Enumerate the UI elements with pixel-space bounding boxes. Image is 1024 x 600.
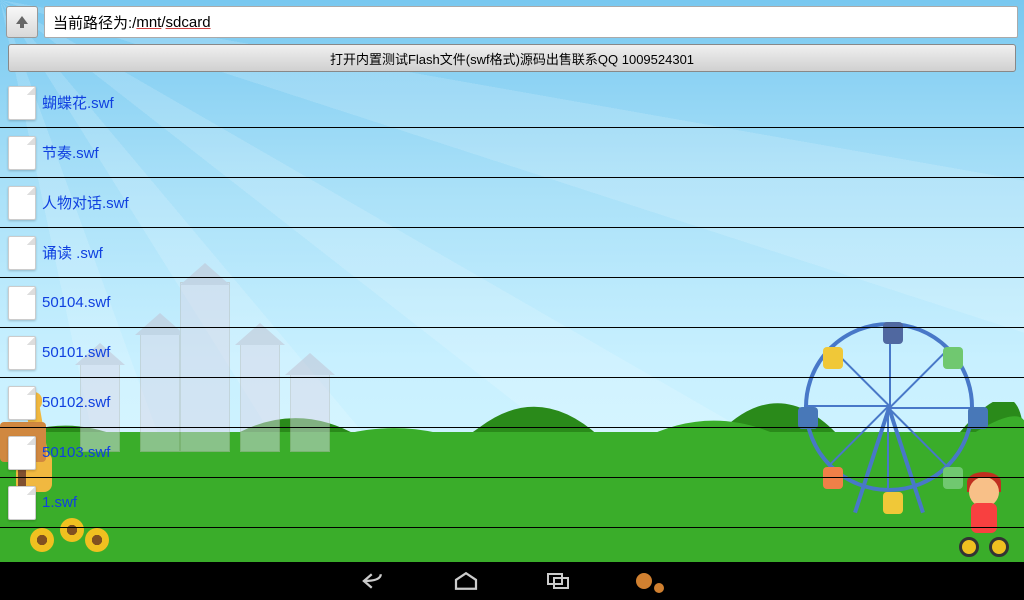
app-icon[interactable] — [634, 569, 666, 593]
file-icon — [8, 336, 36, 370]
top-bar: 当前路径为:/mnt/sdcard — [0, 0, 1024, 44]
list-item[interactable]: 节奏.swf — [0, 128, 1024, 178]
file-icon — [8, 386, 36, 420]
file-name: 节奏.swf — [42, 142, 99, 163]
android-nav-bar — [0, 562, 1024, 600]
path-prefix: 当前路径为:/ — [53, 12, 136, 33]
list-item[interactable]: 蝴蝶花.swf — [0, 78, 1024, 128]
file-name: 50101.swf — [42, 344, 110, 361]
file-name: 50104.swf — [42, 294, 110, 311]
list-item[interactable]: 诵读 .swf — [0, 228, 1024, 278]
recent-apps-button[interactable] — [542, 569, 574, 593]
path-seg1: mnt — [136, 14, 161, 31]
file-name: 蝴蝶花.swf — [42, 92, 114, 113]
up-button[interactable] — [6, 6, 38, 38]
file-icon — [8, 486, 36, 520]
open-test-button[interactable]: 打开内置测试Flash文件(swf格式)源码出售联系QQ 1009524301 — [8, 44, 1016, 72]
file-name: 1.swf — [42, 494, 77, 511]
list-item[interactable]: 50103.swf — [0, 428, 1024, 478]
list-item[interactable]: 50104.swf — [0, 278, 1024, 328]
path-seg2: sdcard — [166, 14, 211, 31]
back-button[interactable] — [358, 569, 390, 593]
action-bar: 打开内置测试Flash文件(swf格式)源码出售联系QQ 1009524301 — [8, 44, 1016, 72]
home-button[interactable] — [450, 569, 482, 593]
file-name: 诵读 .swf — [42, 242, 103, 263]
file-name: 50103.swf — [42, 444, 110, 461]
file-icon — [8, 436, 36, 470]
file-name: 人物对话.swf — [42, 192, 129, 213]
file-icon — [8, 236, 36, 270]
list-item[interactable]: 1.swf — [0, 478, 1024, 528]
list-item[interactable]: 50102.swf — [0, 378, 1024, 428]
file-name: 50102.swf — [42, 394, 110, 411]
arrow-up-icon — [14, 14, 30, 30]
list-item[interactable]: 人物对话.swf — [0, 178, 1024, 228]
list-item[interactable]: 50101.swf — [0, 328, 1024, 378]
file-icon — [8, 136, 36, 170]
file-list: 蝴蝶花.swf 节奏.swf 人物对话.swf 诵读 .swf 50104.sw… — [0, 78, 1024, 528]
path-input[interactable]: 当前路径为:/mnt/sdcard — [44, 6, 1018, 38]
file-icon — [8, 286, 36, 320]
file-icon — [8, 86, 36, 120]
file-icon — [8, 186, 36, 220]
